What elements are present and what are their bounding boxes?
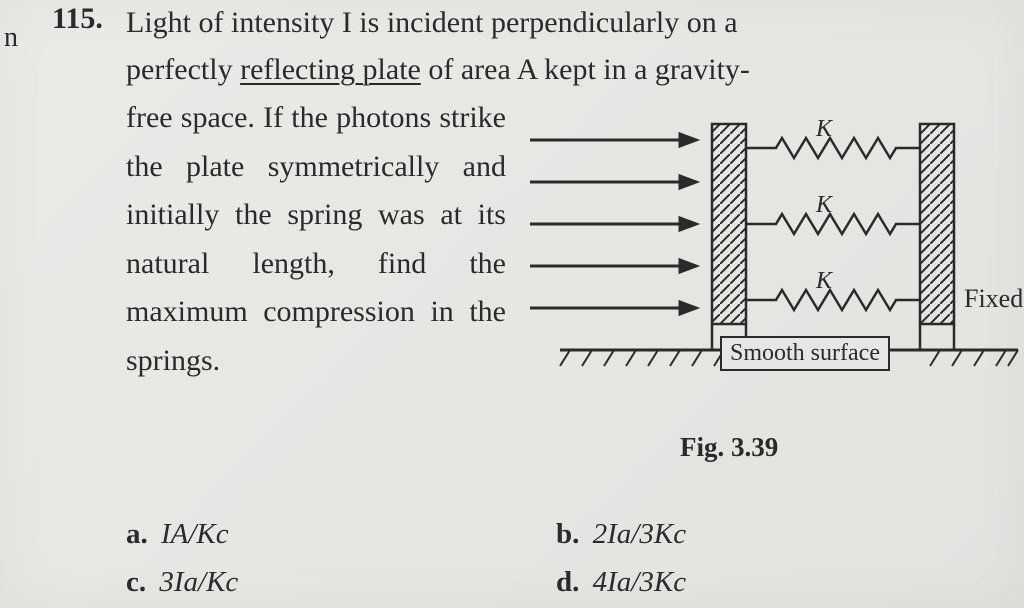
option-d-text: 4Ia/3Kc [593, 566, 686, 598]
option-c-letter: c. [126, 566, 146, 598]
option-b-text: 2Ia/3Kc [593, 518, 686, 550]
figure-caption: Fig. 3.39 [680, 432, 778, 463]
line2-post: of area A kept in a gravity- [421, 53, 750, 86]
plate [712, 124, 746, 324]
fixed-wall [920, 124, 954, 324]
option-c: c. 3Ia/Kc [126, 566, 238, 599]
option-c-text: 3Ia/Kc [159, 566, 238, 598]
option-b: b. 2Ia/3Kc [556, 518, 686, 551]
smooth-surface-label: Smooth surface [720, 336, 890, 371]
question-text-top: Light of intensity I is incident perpend… [126, 0, 1006, 93]
line2-underline: reflecting plate [240, 53, 421, 86]
option-a: a. IA/Kc [126, 518, 229, 551]
margin-letter: n [4, 22, 18, 54]
line1: Light of intensity I is incident perpend… [126, 6, 738, 39]
option-d-letter: d. [556, 566, 579, 598]
figure-diagram: K K K Fixed Smooth surface [520, 104, 1020, 434]
fixed-label: Fixed [964, 284, 1023, 314]
spring-label-3: K [816, 268, 832, 295]
option-a-text: IA/Kc [161, 518, 229, 550]
question-text-narrow: free space. If the photons strike the pl… [126, 94, 506, 386]
light-arrows [530, 134, 696, 314]
spring-label-2: K [816, 192, 832, 219]
option-b-letter: b. [556, 518, 579, 550]
springs [746, 138, 920, 310]
option-d: d. 4Ia/3Kc [556, 566, 686, 599]
question-number: 115. [52, 2, 103, 36]
line2-pre: perfectly [126, 53, 240, 86]
option-a-letter: a. [126, 518, 148, 550]
spring-label-1: K [816, 116, 832, 143]
